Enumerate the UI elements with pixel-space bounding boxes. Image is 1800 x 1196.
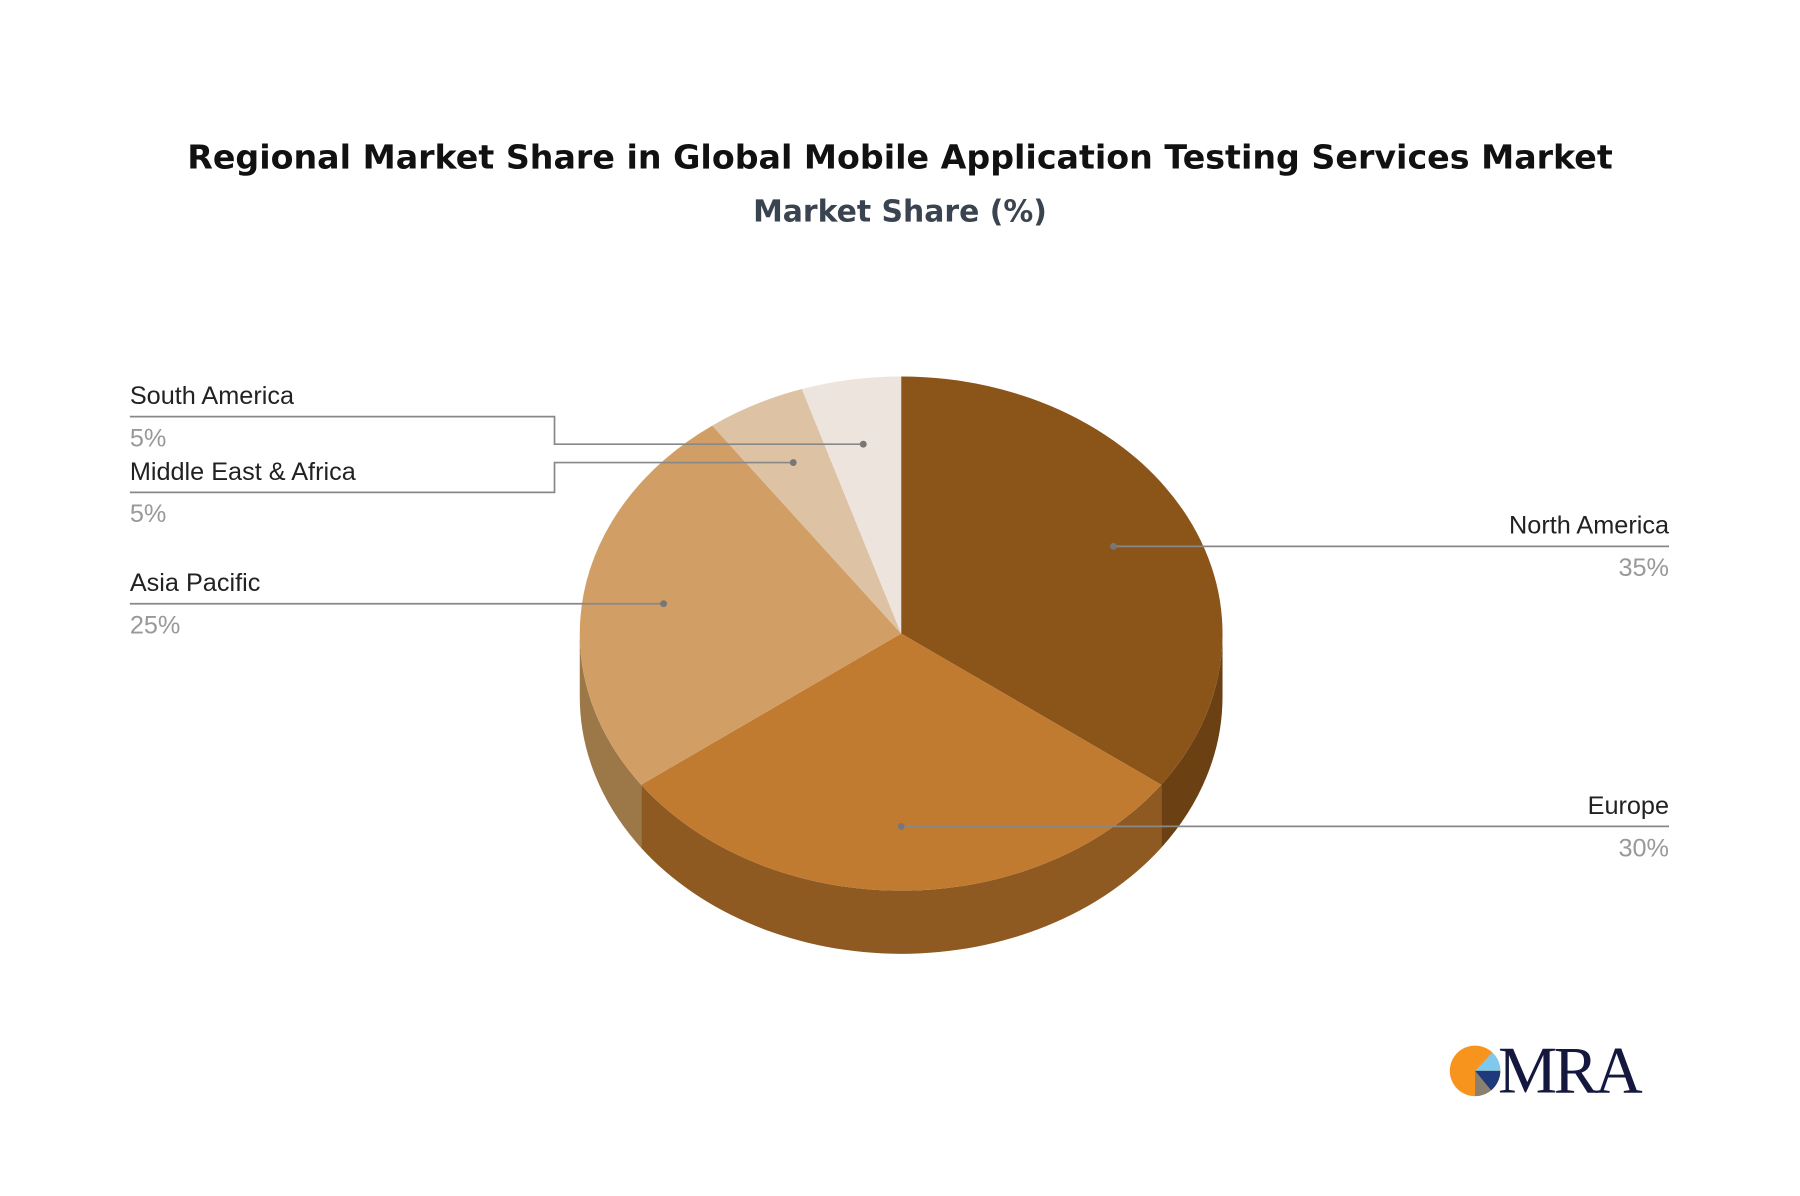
pie-slice-middle-east-africa[interactable]: [712, 389, 902, 634]
slice-label: North America: [1509, 512, 1670, 540]
slice-label: South America: [130, 382, 295, 410]
leader-line: [129, 415, 864, 446]
slice-label: Middle East & Africa: [130, 458, 357, 486]
slice-value-label: 30%: [1618, 834, 1669, 862]
leader-line: [129, 461, 794, 494]
pie-side-2: [579, 633, 642, 848]
slice-value-label: 35%: [1618, 554, 1669, 582]
pie-side-0: [1161, 633, 1223, 848]
leader-dot: [789, 459, 797, 467]
logo-text: MRA: [1498, 1035, 1643, 1108]
pie-slice-south-america[interactable]: [801, 376, 902, 634]
slice-label: Europe: [1588, 792, 1669, 820]
pie-slice-north-america[interactable]: [901, 376, 1223, 785]
slice-label: Asia Pacific: [130, 569, 261, 597]
slice-value-label: 25%: [130, 612, 181, 640]
chart-title: Regional Market Share in Global Mobile A…: [187, 138, 1613, 177]
pie-slice-asia-pacific[interactable]: [579, 425, 902, 785]
chart-subtitle: Market Share (%): [753, 195, 1047, 230]
slice-value-label: 5%: [130, 424, 167, 452]
slice-value-label: 5%: [130, 500, 167, 528]
leader-dot: [897, 822, 905, 830]
pie-side-1: [641, 784, 1162, 954]
leader-dot: [859, 440, 867, 448]
mra-logo: MRA: [1449, 1035, 1646, 1108]
leader-dot: [660, 600, 667, 608]
leader-dot: [1110, 542, 1117, 550]
